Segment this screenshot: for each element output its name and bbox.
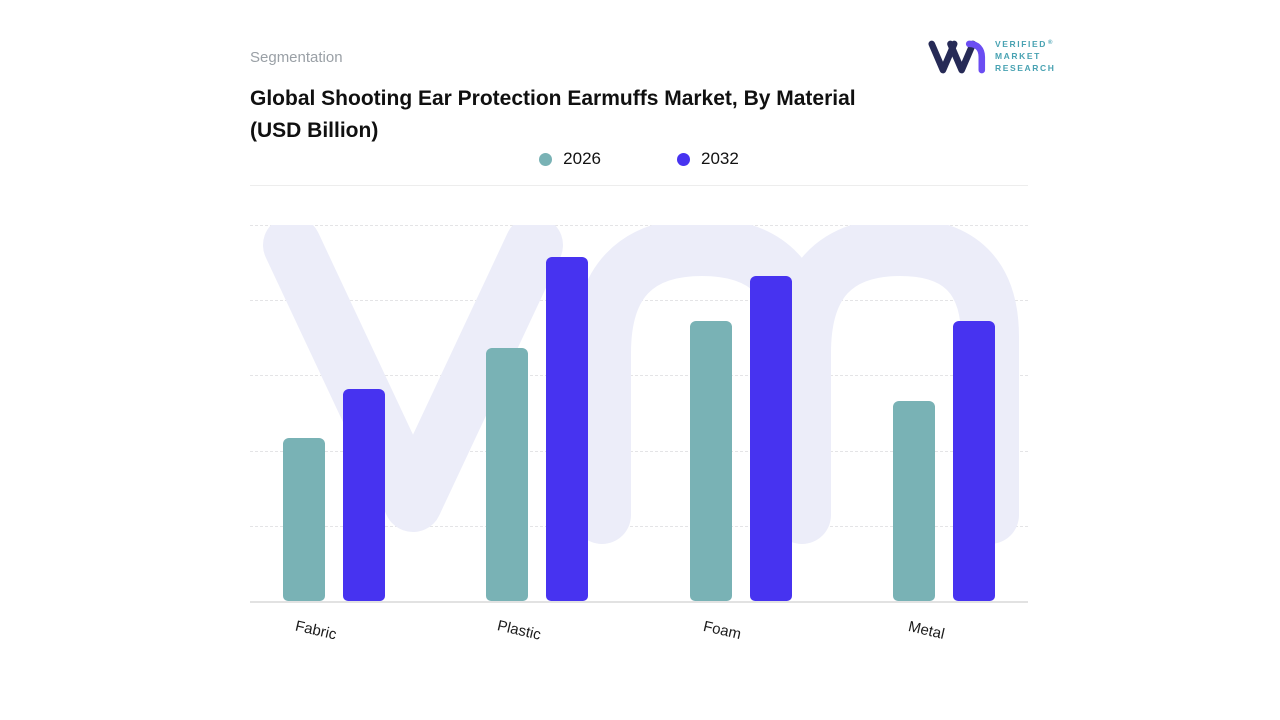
plot-area (250, 225, 1028, 603)
gridline (250, 525, 1028, 527)
gridline (250, 450, 1028, 452)
bars (250, 225, 1028, 601)
bar-plastic-2026 (486, 348, 529, 601)
chart-title: Global Shooting Ear Protection Earmuffs … (250, 83, 856, 147)
x-axis-label-metal: Metal (906, 618, 946, 643)
bar-plastic-2032 (546, 257, 589, 601)
bar-metal-2032 (952, 321, 995, 601)
vmr-logo-icon (928, 40, 986, 74)
legend-label-2032: 2032 (701, 149, 739, 168)
bar-group-foam (689, 276, 792, 601)
logo-line-verified: VERIFIED (995, 39, 1048, 50)
logo-line-market: MARKET (995, 51, 1041, 62)
bar-foam-2032 (749, 276, 792, 601)
bar-fabric-2032 (343, 389, 385, 601)
legend: 2026 2032 (250, 149, 1028, 169)
gridline (250, 375, 1028, 377)
legend-dot-2026 (539, 152, 553, 166)
x-axis-label-foam: Foam (702, 617, 744, 644)
vmr-watermark-icon (263, 225, 1019, 544)
x-axis-label-fabric: Fabric (293, 617, 339, 644)
bar-fabric-2026 (283, 438, 325, 601)
bar-foam-2026 (689, 321, 732, 601)
legend-item-2032: 2032 (677, 149, 739, 169)
segmentation-label: Segmentation (250, 49, 343, 66)
bar-group-metal (892, 321, 995, 601)
legend-divider (250, 185, 1028, 186)
legend-item-2026: 2026 (539, 149, 601, 169)
legend-label-2026: 2026 (563, 149, 601, 168)
bar-group-fabric (283, 389, 385, 601)
registered-mark: ® (1048, 40, 1055, 47)
logo-line-research: RESEARCH (995, 62, 1056, 73)
chart-title-line2: (USD Billion) (250, 119, 379, 142)
bar-group-plastic (486, 257, 589, 601)
chart-title-line1: Global Shooting Ear Protection Earmuffs … (250, 87, 856, 110)
x-labels: Fabric Plastic Foam Metal (250, 617, 1028, 644)
x-axis-label-plastic: Plastic (495, 617, 543, 644)
gridline (250, 225, 1028, 226)
vmr-logo: VERIFIED® MARKET RESEARCH (928, 38, 1056, 76)
legend-dot-2032 (677, 152, 690, 166)
bar-metal-2026 (892, 401, 935, 601)
vmr-logo-text: VERIFIED® MARKET RESEARCH (995, 39, 1056, 75)
